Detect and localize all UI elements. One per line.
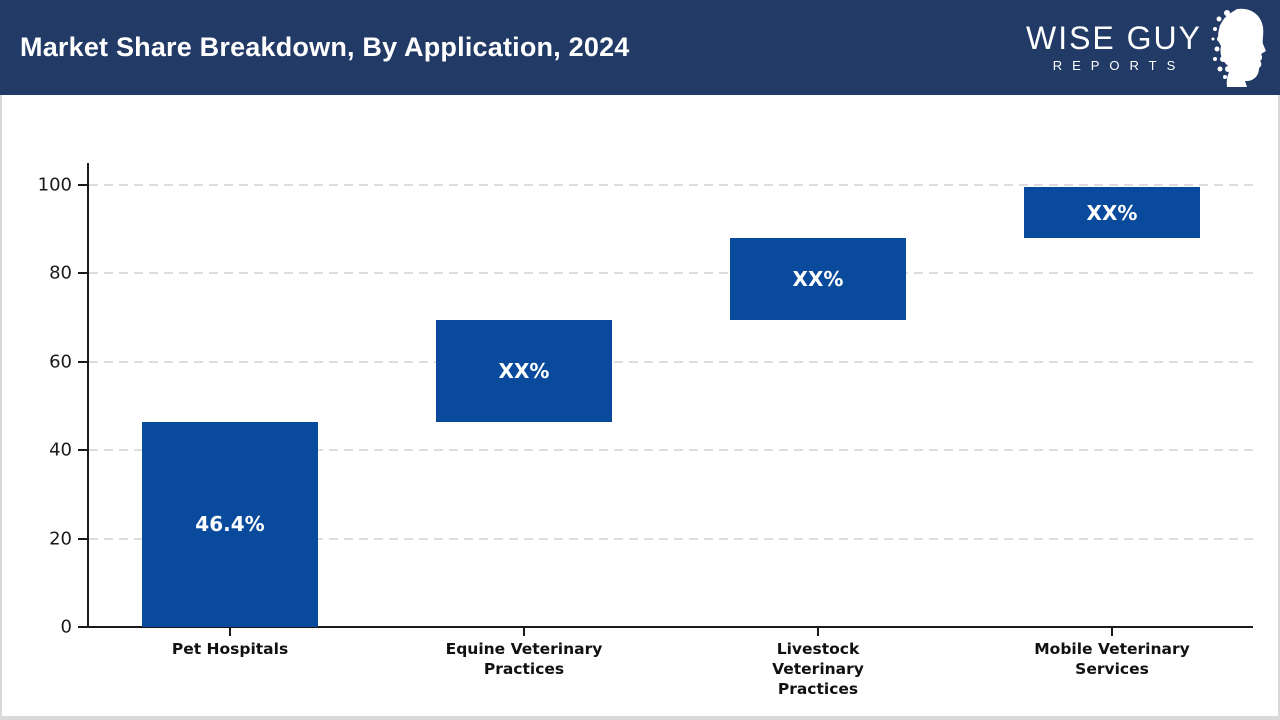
gridline-y100 <box>89 184 1253 186</box>
page-title: Market Share Breakdown, By Application, … <box>20 32 630 62</box>
x-axis-tick <box>817 628 819 636</box>
gridline-y60 <box>89 360 1253 363</box>
y-axis-tick-label: 0 <box>60 616 72 638</box>
x-axis-tick <box>229 628 231 636</box>
y-axis-tick <box>78 184 87 186</box>
bar-value-label: XX% <box>1086 200 1138 225</box>
x-axis-category-label: Equine Veterinary Practices <box>445 640 603 678</box>
logo-text: WISE GUY REPORTS <box>1026 22 1202 73</box>
gridline-y20 <box>89 537 1253 540</box>
y-axis-tick <box>78 272 87 275</box>
bar-segment-2: XX% <box>436 320 612 422</box>
y-axis-line <box>87 163 89 627</box>
y-axis-tick-label: 80 <box>49 262 72 284</box>
x-axis-line <box>87 626 1253 628</box>
x-axis-category-label: Pet Hospitals <box>171 640 289 658</box>
x-axis-tick <box>523 628 525 636</box>
x-axis-category-label: Mobile Veterinary Services <box>1034 640 1190 678</box>
logo-brand-subtitle: REPORTS <box>1052 57 1186 73</box>
bar-value-label: 46.4% <box>195 512 265 537</box>
gridline-y80 <box>89 272 1253 275</box>
logo-head-icon <box>1211 8 1266 87</box>
y-axis-tick-label: 20 <box>49 528 72 550</box>
footer-strip <box>0 716 1280 720</box>
bar-value-label: XX% <box>792 267 844 292</box>
y-axis-tick <box>78 449 87 452</box>
bar-value-label: XX% <box>498 359 550 384</box>
bar-segment-3: XX% <box>730 238 906 321</box>
x-axis-tick <box>1111 628 1113 636</box>
y-axis-tick <box>78 626 87 628</box>
y-axis-tick-label: 100 <box>37 174 72 196</box>
y-axis-tick <box>78 360 87 363</box>
x-axis-category-label: Livestock Veterinary Practices <box>772 640 864 698</box>
y-axis-tick-label: 60 <box>49 351 72 373</box>
wiseguy-logo: WISE GUY REPORTS <box>1026 7 1270 89</box>
gridline-y40 <box>89 449 1253 452</box>
y-axis-tick <box>78 537 87 540</box>
y-axis-tick-label: 40 <box>49 439 72 461</box>
header-bar: Market Share Breakdown, By Application, … <box>0 0 1280 95</box>
bar-segment-1: 46.4% <box>142 421 318 627</box>
logo-brand-name: WISE GUY <box>1025 20 1202 57</box>
bar-segment-4: XX% <box>1024 187 1200 239</box>
